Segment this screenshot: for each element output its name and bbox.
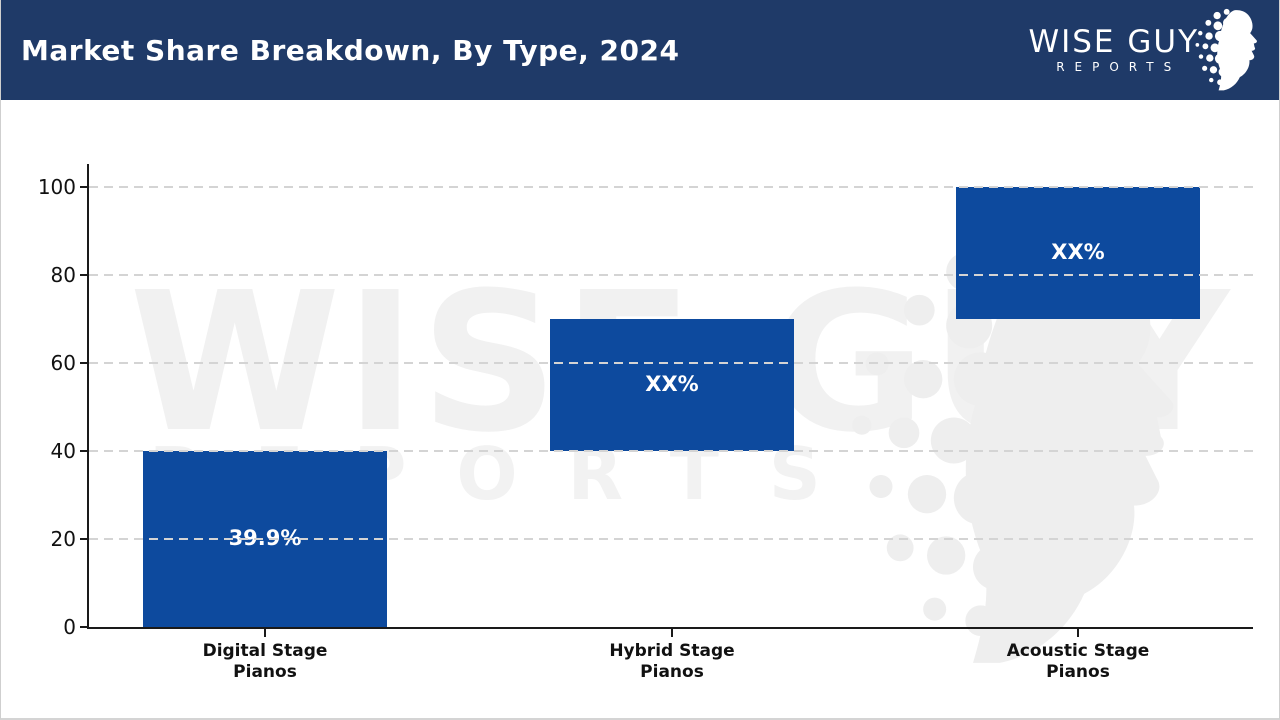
y-tick-60 — [80, 362, 88, 364]
x-axis — [87, 627, 1253, 629]
gridline-20 — [89, 538, 1253, 540]
bar-3: XX% — [956, 187, 1200, 319]
y-tick-label: 100 — [37, 175, 76, 199]
logo-wordmark: WISE GUY — [1028, 23, 1199, 60]
y-axis — [87, 164, 89, 629]
y-tick-label: 80 — [50, 263, 76, 287]
wise-guy-reports-logo: WISE GUY REPORTS — [1028, 6, 1267, 94]
logo-face-profile-icon — [1195, 8, 1257, 91]
gridline-60 — [89, 362, 1253, 364]
y-tick-40 — [80, 450, 88, 452]
category-label-1: Digital Stage Pianos — [202, 641, 328, 683]
gridline-100 — [89, 186, 1253, 188]
gridline-40 — [89, 450, 1253, 452]
bar-value-label: XX% — [645, 372, 699, 396]
y-tick-80 — [80, 274, 88, 276]
y-tick-20 — [80, 538, 88, 540]
x-tick-2 — [671, 629, 673, 637]
y-tick-label: 40 — [50, 439, 76, 463]
y-tick-label: 60 — [50, 351, 76, 375]
bar-value-label: XX% — [1051, 240, 1105, 264]
y-tick-label: 20 — [50, 527, 76, 551]
gridline-80 — [89, 274, 1253, 276]
x-tick-3 — [1077, 629, 1079, 637]
category-label-3: Acoustic Stage Pianos — [1006, 641, 1150, 683]
header: Market Share Breakdown, By Type, 2024 WI… — [1, 0, 1279, 100]
y-tick-0 — [80, 626, 88, 628]
y-tick-100 — [80, 186, 88, 188]
logo-text: WISE GUY REPORTS — [1028, 26, 1199, 75]
page-title: Market Share Breakdown, By Type, 2024 — [21, 33, 680, 67]
bar-2: XX% — [550, 319, 794, 451]
x-tick-1 — [264, 629, 266, 637]
logo-subtitle: REPORTS — [1056, 60, 1182, 75]
y-tick-label: 0 — [63, 615, 76, 639]
category-label-2: Hybrid Stage Pianos — [609, 641, 735, 683]
watermark-face-profile-icon — [852, 237, 1174, 663]
